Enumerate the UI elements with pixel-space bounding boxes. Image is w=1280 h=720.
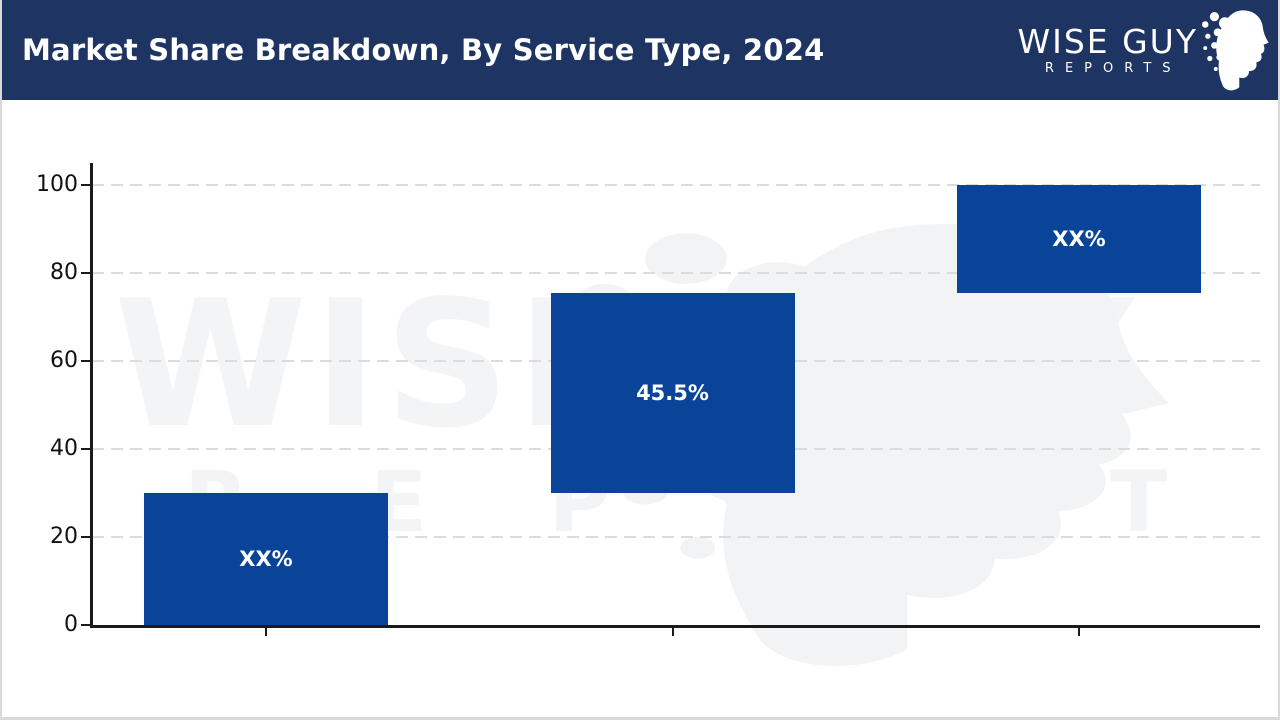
x-tick	[671, 627, 674, 636]
page-title: Market Share Breakdown, By Service Type,…	[22, 33, 825, 67]
y-tick	[81, 536, 90, 538]
y-tick-label: 80	[50, 260, 78, 285]
wiseguy-face-icon	[1201, 10, 1269, 91]
bar-support: XX%	[957, 185, 1201, 293]
logo-line2: REPORTS	[1044, 61, 1182, 76]
x-axis-line	[90, 625, 1260, 628]
waterfall-chart: WISE GUY R E P O R T S 020406080100XX%Co…	[2, 100, 1278, 717]
y-tick	[81, 184, 90, 186]
y-tick-label: 20	[50, 524, 78, 549]
bar-value-label: XX%	[239, 547, 293, 571]
header-bar: Market Share Breakdown, By Service Type,…	[2, 0, 1278, 100]
y-tick	[81, 272, 90, 274]
bar-value-label: 45.5%	[636, 380, 709, 405]
y-gridline	[92, 184, 1260, 186]
bar-consulting: XX%	[144, 493, 388, 625]
y-tick-label: 40	[50, 436, 78, 461]
x-tick	[265, 627, 267, 636]
bar-value-label: XX%	[1052, 226, 1106, 251]
y-tick	[81, 448, 90, 450]
y-tick-label: 60	[50, 348, 78, 373]
wiseguy-logo: WISE GUY REPORTS	[1017, 0, 1272, 100]
y-tick	[81, 360, 90, 362]
bar-implementation: 45.5%	[550, 292, 795, 493]
y-tick-label: 100	[36, 172, 78, 197]
y-tick-label: 0	[64, 612, 78, 637]
logo-line1: WISE GUY	[1017, 22, 1198, 61]
y-tick	[81, 624, 90, 626]
x-tick	[1078, 627, 1080, 636]
logo-wordmark: WISE GUY REPORTS	[1017, 25, 1198, 75]
y-axis-line	[90, 163, 93, 628]
